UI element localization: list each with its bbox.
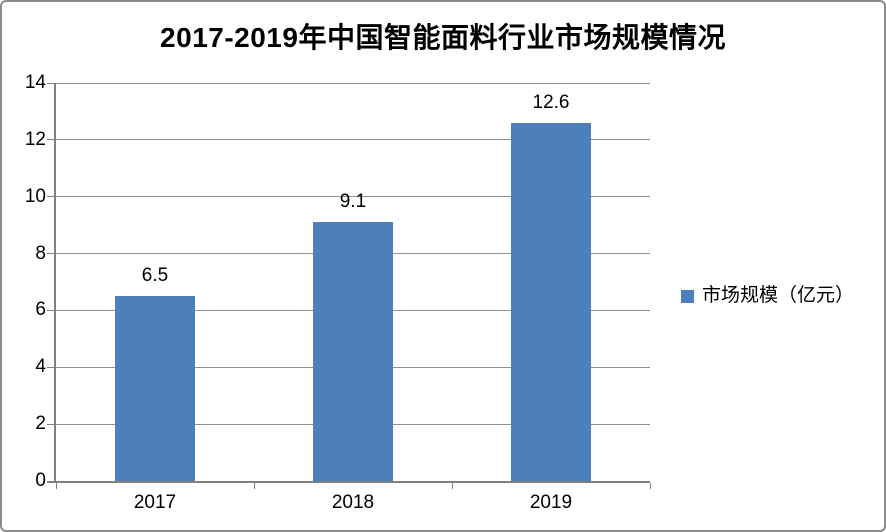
y-tick-label-2: 2 xyxy=(35,413,46,435)
y-tick-label-4: 4 xyxy=(35,356,46,378)
x-axis-line xyxy=(47,481,650,483)
y-axis-line xyxy=(54,83,56,483)
y-tick-12 xyxy=(47,139,54,141)
y-tick-label-14: 14 xyxy=(24,72,46,93)
bar-label-2018: 9.1 xyxy=(339,191,367,213)
x-tick-1 xyxy=(253,483,255,489)
x-tick-label-2019: 2019 xyxy=(529,492,573,513)
y-tick-label-12: 12 xyxy=(24,128,46,150)
bar-label-2017: 6.5 xyxy=(141,265,169,287)
y-tick-10 xyxy=(47,196,54,198)
y-tick-4 xyxy=(47,366,54,368)
plot-area: 0 2 4 6 8 10 12 14 6.5 2017 9.1 2018 12.6 2019 xyxy=(25,72,651,513)
y-tick-label-6: 6 xyxy=(35,299,46,321)
legend: 市场规模（亿元） xyxy=(681,284,854,308)
gridline-10 xyxy=(56,196,650,198)
chart-title: 2017-2019年中国智能面料行业市场规模情况 xyxy=(160,22,726,53)
gridline-14 xyxy=(56,82,650,84)
legend-marker-icon xyxy=(681,289,694,303)
gridline-12 xyxy=(56,139,650,141)
y-tick-label-10: 10 xyxy=(24,185,46,207)
x-tick-label-2017: 2017 xyxy=(133,492,177,513)
bar-2019 xyxy=(511,122,591,481)
y-tick-0 xyxy=(47,480,54,482)
y-tick-label-8: 8 xyxy=(35,242,46,264)
x-tick-0 xyxy=(55,483,57,489)
y-tick-14 xyxy=(47,82,54,84)
bar-2018 xyxy=(313,222,393,481)
y-tick-label-0: 0 xyxy=(35,470,46,491)
bar-2017 xyxy=(115,296,195,481)
y-tick-6 xyxy=(47,309,54,311)
bar-label-2019: 12.6 xyxy=(532,91,570,113)
x-tick-3 xyxy=(649,483,651,489)
x-tick-2 xyxy=(451,483,453,489)
legend-label: 市场规模（亿元） xyxy=(702,285,855,306)
y-tick-8 xyxy=(47,253,54,255)
y-tick-2 xyxy=(47,423,54,425)
x-tick-label-2018: 2018 xyxy=(331,492,375,513)
